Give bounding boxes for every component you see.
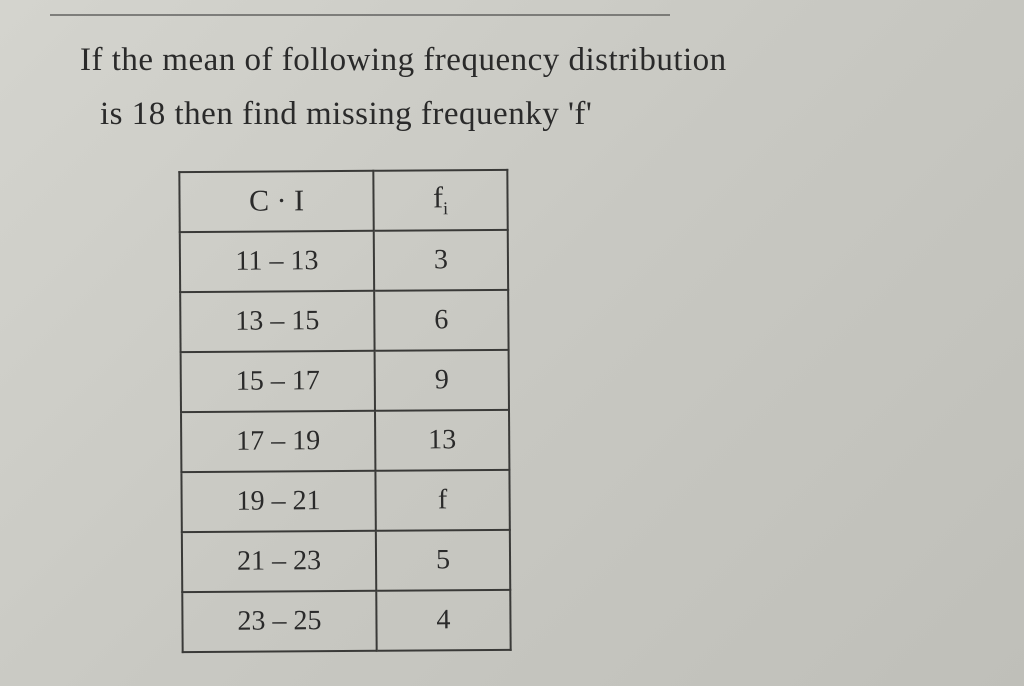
cell-fi: 4 (376, 590, 510, 651)
table-row: 17 – 19 13 (181, 410, 509, 472)
cell-ci: 17 – 19 (181, 411, 375, 472)
top-rule-line (50, 14, 670, 16)
cell-fi: 9 (375, 350, 509, 411)
table-row: 11 – 13 3 (180, 230, 508, 292)
cell-ci: 21 – 23 (182, 531, 376, 592)
cell-fi: 5 (376, 530, 510, 591)
table-row: 23 – 25 4 (182, 590, 510, 652)
cell-ci: 23 – 25 (182, 591, 376, 652)
frequency-table-container: C · I fi 11 – 13 3 13 – 15 6 15 – 17 9 1… (180, 170, 510, 652)
table-row: 15 – 17 9 (181, 350, 509, 412)
table-header-row: C · I fi (179, 170, 507, 232)
header-class-interval: C · I (179, 171, 373, 232)
question-line-2: is 18 then find missing frequenky 'f' (100, 90, 980, 140)
cell-ci: 15 – 17 (181, 351, 375, 412)
handwritten-page: If the mean of following frequency distr… (0, 0, 1024, 686)
cell-fi: 13 (375, 410, 509, 471)
question-text: If the mean of following frequency distr… (80, 36, 980, 139)
question-line-1: If the mean of following frequency distr… (80, 42, 727, 78)
cell-ci: 13 – 15 (180, 291, 374, 352)
frequency-table: C · I fi 11 – 13 3 13 – 15 6 15 – 17 9 1… (178, 169, 511, 653)
cell-fi: 6 (374, 290, 508, 351)
cell-fi: f (375, 470, 509, 531)
cell-fi: 3 (374, 230, 508, 291)
table-row: 13 – 15 6 (180, 290, 508, 352)
header-frequency: fi (373, 170, 507, 231)
header-fi-sub: i (443, 198, 448, 218)
table-row: 21 – 23 5 (182, 530, 510, 592)
cell-ci: 19 – 21 (181, 471, 375, 532)
table-row: 19 – 21 f (181, 470, 509, 532)
cell-ci: 11 – 13 (180, 231, 374, 292)
